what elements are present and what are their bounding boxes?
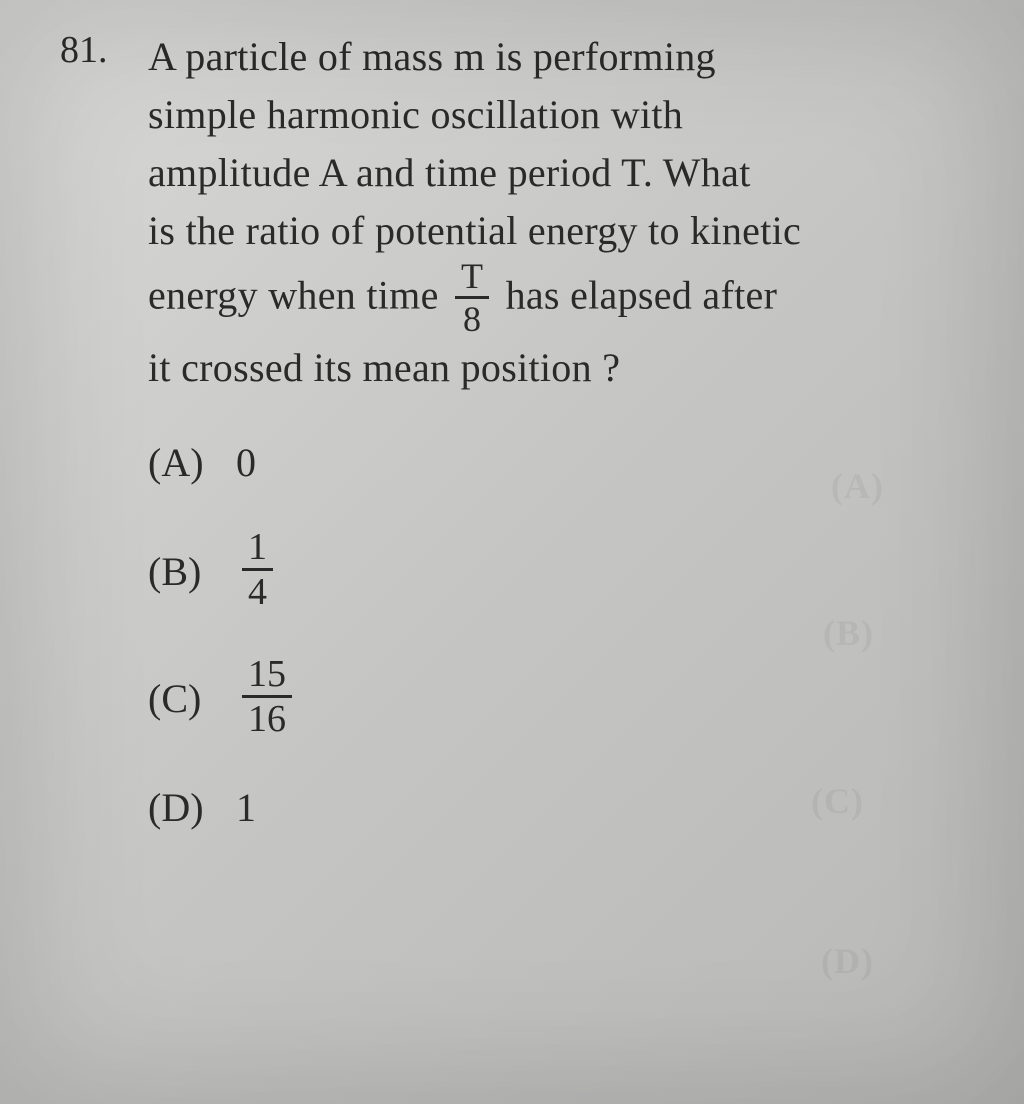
q-line-3: amplitude A and time period T. What [148,150,751,195]
q-line-5-after: has elapsed after [506,273,778,318]
q-line-1: A particle of mass m is performing [148,34,716,79]
option-b: (B) 1 4 [148,530,974,613]
option-a-label: (A) [148,439,218,486]
option-c-value: 15 16 [236,657,298,740]
fraction-15-over-16: 15 16 [242,655,292,738]
option-c: (C) 15 16 [148,657,974,740]
fraction-numerator: T [455,258,489,299]
option-b-value: 1 4 [236,530,279,613]
question-body: A particle of mass m is performing simpl… [148,28,974,831]
fraction-T-over-8: T 8 [455,258,489,337]
ghost-text: (D) [821,940,874,982]
q-line-5-before: energy when time [148,273,439,318]
option-a-value: 0 [236,439,256,486]
question-number: 81. [60,28,124,72]
option-a: (A) 0 [148,439,974,486]
options-list: (A) 0 (B) 1 4 (C) [148,439,974,831]
q-line-2: simple harmonic oscillation with [148,92,683,137]
option-b-label: (B) [148,548,218,595]
fraction-denominator: 16 [242,698,292,738]
fraction-denominator: 4 [242,571,273,611]
fraction-numerator: 15 [242,655,292,698]
q-line-4: is the ratio of potential energy to kine… [148,208,801,253]
fraction-1-over-4: 1 4 [242,528,273,611]
question-text: A particle of mass m is performing simpl… [148,28,974,397]
q-line-6: it crossed its mean position ? [148,345,620,390]
fraction-denominator: 8 [457,299,487,337]
question-block: 81. A particle of mass m is performing s… [60,28,974,831]
option-c-label: (C) [148,675,218,722]
option-d: (D) 1 [148,784,974,831]
exam-page: 81. A particle of mass m is performing s… [0,0,1024,871]
option-d-label: (D) [148,784,218,831]
fraction-numerator: 1 [242,528,273,571]
option-d-value: 1 [236,784,256,831]
